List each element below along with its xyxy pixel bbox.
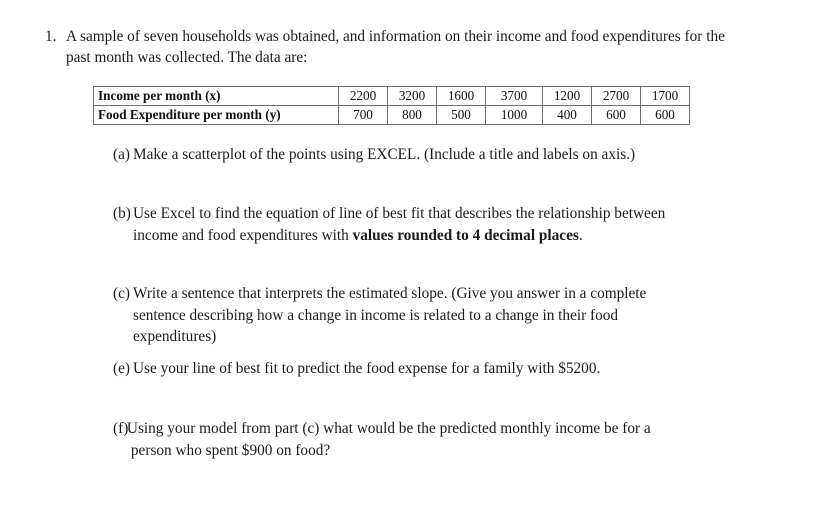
part-f-line-1: Using your model from part (c) what woul…: [126, 420, 651, 437]
cell-food-1: 700: [338, 105, 388, 125]
problem-text: A sample of seven households was obtaine…: [66, 28, 725, 66]
cell-income-7: 1700: [640, 86, 690, 106]
part-e: (e) Use your line of best fit to predict…: [113, 358, 713, 380]
cell-income-2: 3200: [387, 86, 437, 106]
part-b-marker: (b): [113, 205, 131, 222]
data-table: Income per month (x) 2200 3200 1600 3700…: [93, 86, 690, 125]
part-c-text: Write a sentence that interprets the est…: [133, 285, 647, 345]
part-f-line-2: person who spent $900 on food?: [130, 441, 331, 459]
part-e-text: Use your line of best fit to predict the…: [133, 360, 601, 377]
part-a-marker: (a): [113, 146, 130, 163]
part-f-marker: (f): [113, 420, 129, 437]
cell-income-3: 1600: [436, 86, 486, 106]
cell-income-6: 2700: [591, 86, 641, 106]
part-b-text-before: Use Excel to find the equation of line o…: [133, 205, 666, 244]
data-table-container: Income per month (x) 2200 3200 1600 3700…: [93, 86, 690, 125]
part-f: (f) Using your model from part (c) what …: [113, 418, 713, 461]
part-c: (c) Write a sentence that interprets the…: [113, 283, 691, 348]
part-b: (b) Use Excel to find the equation of li…: [113, 203, 688, 246]
cell-income-4: 3700: [485, 86, 543, 106]
part-b-text-after: .: [578, 226, 583, 244]
part-b-text: Use Excel to find the equation of line o…: [133, 203, 688, 246]
cell-food-5: 400: [542, 105, 592, 125]
part-f-text: Using your model from part (c) what woul…: [127, 418, 713, 461]
table-row: Income per month (x) 2200 3200 1600 3700…: [93, 86, 690, 106]
part-e-marker: (e): [113, 360, 130, 377]
part-c-marker: (c): [113, 285, 130, 302]
cell-food-4: 1000: [485, 105, 543, 125]
part-a: (a) Make a scatterplot of the points usi…: [113, 144, 713, 166]
cell-income-5: 1200: [542, 86, 592, 106]
problem-statement: 1. A sample of seven households was obta…: [45, 26, 735, 68]
cell-income-1: 2200: [338, 86, 388, 106]
row-label-income: Income per month (x): [93, 86, 339, 106]
part-a-text: Make a scatterplot of the points using E…: [133, 146, 636, 163]
row-label-food-expenditure: Food Expenditure per month (y): [93, 105, 339, 125]
cell-food-7: 600: [640, 105, 690, 125]
table-row: Food Expenditure per month (y) 700 800 5…: [93, 105, 690, 125]
cell-food-2: 800: [387, 105, 437, 125]
part-b-text-bold: values rounded to 4 decimal places: [352, 226, 579, 244]
cell-food-6: 600: [591, 105, 641, 125]
cell-food-3: 500: [436, 105, 486, 125]
problem-number: 1.: [45, 28, 57, 45]
